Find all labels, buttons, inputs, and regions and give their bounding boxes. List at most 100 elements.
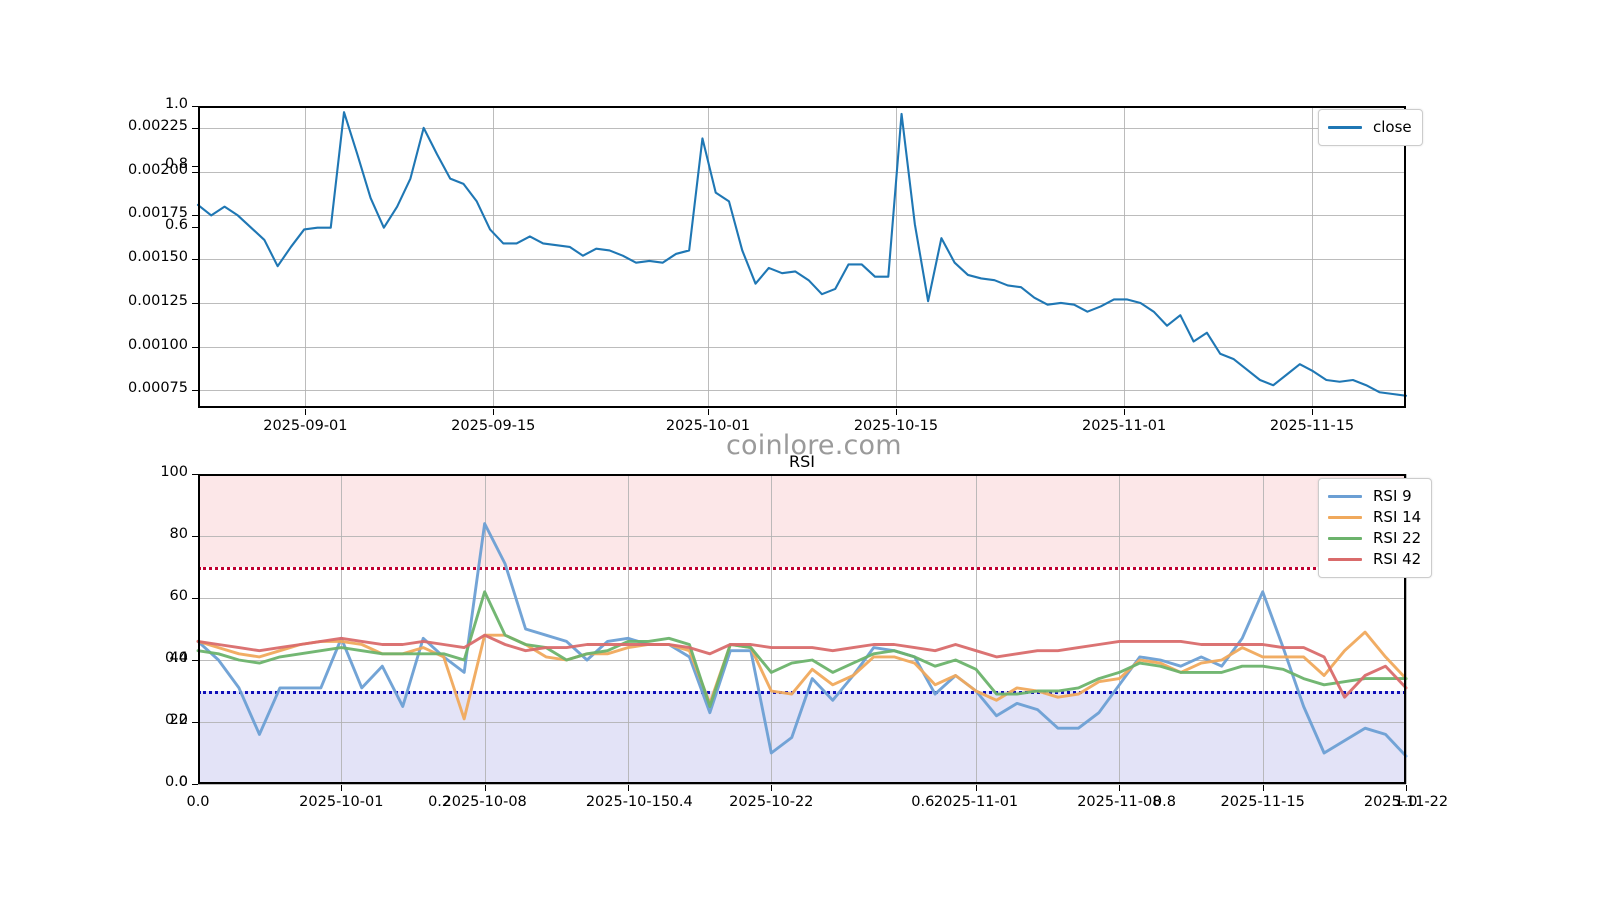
rsi-x-tick-fraction-label: 1.0 (1394, 794, 1418, 810)
rsi-gridline-v (976, 474, 978, 784)
rsi-y-tickmark (192, 598, 198, 599)
rsi-x-tick-label: 2025-11-22 (1363, 794, 1449, 810)
price-y-tickmark (192, 302, 198, 304)
rsi-x-tick-label: 2025-10-08 (442, 794, 527, 810)
price-y-tick-secondary-label: 1.0 (164, 96, 188, 112)
price-gridline-h (198, 259, 1406, 261)
legend-label: RSI 22 (1373, 529, 1422, 547)
rsi-gridline-h (198, 722, 1406, 723)
rsi-gridline-h (198, 598, 1406, 599)
rsi-gridline-v (1262, 474, 1264, 784)
price-gridline-h (198, 127, 1406, 129)
price-frame-right (1404, 106, 1406, 408)
rsi-gridline-v (484, 474, 486, 784)
legend-item: RSI 22 (1328, 528, 1421, 549)
rsi-x-tick-fraction-label: 0.8 (1152, 794, 1176, 810)
legend-item: close (1328, 117, 1412, 138)
price-gridline-h (198, 390, 1406, 392)
rsi-band-overbought (198, 474, 1406, 567)
rsi-y-tick-label: 100 (160, 464, 188, 480)
price-x-tick-label: 2025-10-15 (853, 418, 939, 434)
price-y-tick-label: 0.00150 (128, 249, 188, 266)
price-x-tick-label: 2025-11-15 (1269, 418, 1355, 434)
rsi-y-tick-label: 0 (178, 774, 188, 790)
price-y-tickmark (192, 127, 198, 129)
rsi-plot-area (196, 474, 1408, 785)
price-gridline-v (895, 106, 897, 408)
price-gridline-h (198, 346, 1406, 348)
price-y-tick-label: 0.00100 (128, 336, 188, 353)
legend-label: RSI 42 (1373, 550, 1422, 568)
price-y-tick-label: 0.00125 (128, 292, 188, 309)
rsi-x-tickmark (627, 785, 629, 791)
price-x-tick-label: 2025-09-15 (451, 418, 536, 434)
rsi-y-tick-label: 40 (169, 650, 188, 666)
price-y-tick-label: 0.00075 (128, 380, 188, 397)
rsi-overbought-line (198, 567, 1406, 570)
rsi-panel-title: RSI (789, 452, 815, 471)
price-y-tickmark-secondary (192, 226, 198, 228)
price-frame-left (198, 106, 200, 408)
rsi-x-tick-fraction-label: 0.4 (669, 794, 693, 810)
rsi-x-tick-label: 2025-11-08 (1077, 794, 1162, 810)
legend-item: RSI 9 (1328, 486, 1421, 507)
rsi-x-tick-label: 2025-11-15 (1220, 794, 1305, 810)
rsi-x-tickmark (341, 785, 343, 791)
price-legend: close (1318, 109, 1423, 146)
rsi-frame-top (198, 474, 1406, 476)
price-x-tick-label: 2025-09-01 (263, 418, 348, 434)
rsi-y-tick-secondary-label: 0.0 (164, 774, 188, 790)
rsi-y-tick-label: 80 (169, 526, 188, 542)
rsi-x-tickmark (1119, 785, 1121, 791)
rsi-gridline-v (1119, 474, 1121, 784)
price-gridline-v (305, 106, 307, 408)
price-x-tick-label: 2025-10-01 (665, 418, 751, 434)
legend-color-swatch (1328, 126, 1362, 129)
legend-color-swatch (1328, 558, 1362, 561)
rsi-y-tickmark (192, 722, 198, 723)
rsi-y-tick-secondary-label: 0.4 (164, 650, 188, 666)
legend-color-swatch (1328, 495, 1362, 498)
rsi-x-tick-fraction-label: 0.2 (428, 794, 452, 810)
price-y-tickmark (192, 259, 198, 261)
rsi-x-tickmark (771, 785, 773, 791)
price-frame-top (198, 106, 1406, 108)
price-gridline-v (1124, 106, 1126, 408)
price-frame-bottom (198, 406, 1406, 408)
rsi-gridline-v (1406, 474, 1407, 784)
rsi-chart-panel: 100 80 60 40 20 0 0.4 0.2 0.0 2025-10-01 2025-10… (0, 450, 1600, 900)
price-x-tickmark (895, 409, 897, 415)
rsi-gridline-h (198, 784, 1406, 785)
price-x-tickmark (1124, 409, 1126, 415)
rsi-y-tick-label: 20 (169, 712, 188, 728)
rsi-oversold-line (198, 691, 1406, 694)
price-y-tick-label: 0.00200 (128, 161, 188, 178)
rsi-y-tickmark (192, 474, 198, 475)
price-y-tickmark (192, 390, 198, 392)
rsi-y-tick-secondary-label: 0.2 (164, 712, 188, 728)
rsi-x-tick-label: 2025-11-01 (933, 794, 1019, 810)
rsi-frame-right (1404, 474, 1406, 784)
rsi-x-tick-label: 2025-10-01 (299, 794, 384, 810)
price-line-series (196, 111, 1408, 397)
price-chart-panel: 0.00225 0.00200 0.00175 0.00150 0.00125 0.001… (128, 96, 1423, 434)
rsi-x-tickmark (1406, 785, 1407, 791)
legend-label: close (1373, 118, 1412, 136)
price-y-tickmark-secondary (192, 166, 198, 168)
rsi-gridline-v (341, 474, 343, 784)
price-y-tick-label: 0.00175 (128, 205, 188, 222)
price-gridline-v (1312, 106, 1314, 408)
price-gridline-h (198, 171, 1406, 173)
legend-item: RSI 42 (1328, 549, 1421, 570)
rsi-frame-left (198, 474, 200, 784)
price-y-tickmark (192, 346, 198, 348)
rsi-line-series (196, 522, 1408, 758)
price-y-tick-secondary-label: 0.6 (164, 216, 188, 233)
rsi-gridline-v (771, 474, 773, 784)
price-x-tick-label: 2025-11-01 (1081, 418, 1167, 434)
rsi-y-tickmark (192, 660, 198, 661)
rsi-x-tick-label: 2025-10-22 (729, 794, 814, 810)
rsi-x-tickmark (1262, 785, 1264, 791)
legend-item: RSI 14 (1328, 507, 1421, 528)
rsi-y-tickmark (192, 536, 198, 537)
